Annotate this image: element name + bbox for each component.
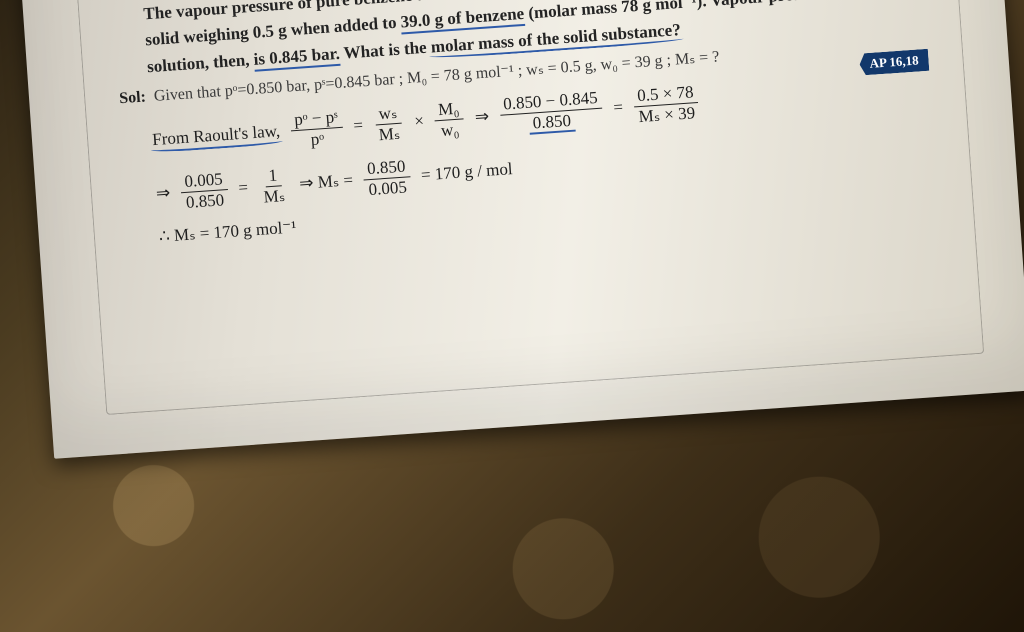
step2-arrow2: ⇒ Mₛ = bbox=[299, 170, 354, 194]
textbook-page: 100 20/100 = ωs/u₀ → ωₖ×y / 109 = xy The… bbox=[18, 0, 1024, 459]
eq1: = bbox=[353, 116, 364, 137]
step2-arrow: ⇒ bbox=[155, 183, 171, 204]
problem-underline-benzene: 39.0 g of benzene bbox=[400, 4, 525, 35]
frac-m0-w0: M₀ w₀ bbox=[434, 99, 466, 140]
problem-underline-ps: is 0.845 bar. bbox=[253, 44, 341, 72]
problem-text-2c: (molar bbox=[528, 1, 578, 23]
desk-scene: 100 20/100 = ωs/u₀ → ωₖ×y / 109 = xy The… bbox=[0, 0, 1024, 632]
frac-0005: 0.005 0.850 bbox=[180, 170, 229, 212]
frac-rhs: 0.5 × 78 Mₛ × 39 bbox=[633, 83, 700, 126]
frac-p-ratio: pᵒ − pˢ pᵒ bbox=[290, 108, 344, 150]
step2-tail: = 170 g / mol bbox=[420, 159, 513, 185]
step2-eq1: = bbox=[238, 178, 249, 199]
frac-ws-ms: wₛ Mₛ bbox=[373, 104, 405, 145]
frac-num-diff: 0.850 − 0.845 0.850 bbox=[499, 89, 604, 137]
times: × bbox=[414, 112, 425, 133]
arrow1: ⇒ bbox=[474, 107, 490, 128]
problem-text-3c: What is the bbox=[343, 37, 427, 62]
eq2: = bbox=[613, 98, 624, 119]
frac-final: 0.850 0.005 bbox=[363, 157, 412, 199]
frac-1-ms: 1 Mₛ bbox=[258, 166, 290, 207]
raoult-lead: From Raoult's law, bbox=[152, 122, 281, 151]
sol-label: Sol: bbox=[119, 89, 147, 108]
